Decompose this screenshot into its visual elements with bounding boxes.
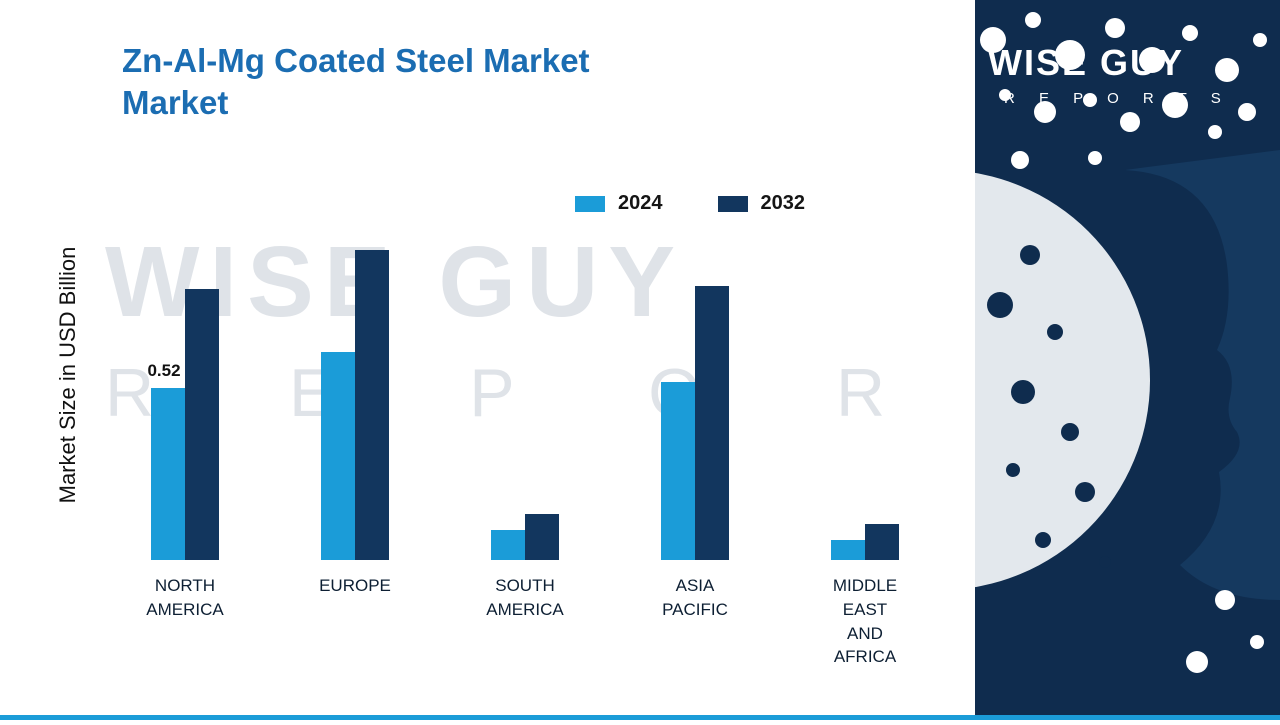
legend-item-2032: 2032 — [717, 192, 806, 215]
bottom-strip — [0, 715, 1280, 720]
bar-2024 — [491, 530, 525, 560]
logo-subtitle: R E P O R T S — [1004, 90, 1231, 107]
bar-group: ASIA PACIFIC — [620, 220, 770, 669]
bar-2032 — [695, 286, 729, 560]
legend-swatch-2032 — [717, 195, 748, 212]
category-label: MIDDLE EAST AND AFRICA — [832, 576, 898, 667]
bar-group: SOUTH AMERICA — [450, 220, 600, 669]
bar-chart: 0.52 NORTH AMERICA EUROPE SOUTH AMERICA ASIA… — [110, 220, 940, 669]
page-title-line1: Zn-Al-Mg Coated Steel Market — [122, 42, 590, 79]
y-axis-label: Market Size in USD Billion — [55, 246, 80, 504]
bar-2024 — [831, 540, 865, 560]
watermark-line2: R E P O R T — [105, 355, 960, 431]
bar-2032 — [525, 514, 559, 560]
side-panel-art — [730, 0, 1280, 720]
legend-item-2024: 2024 — [575, 192, 663, 215]
category-label: ASIA PACIFIC — [662, 576, 728, 619]
bars — [661, 220, 729, 560]
bar-group: 0.52 NORTH AMERICA — [110, 220, 260, 669]
bar-2032 — [185, 289, 219, 560]
bar-2032 — [355, 250, 389, 560]
bar-value-label: 0.52 — [147, 361, 181, 380]
legend-swatch-2024 — [575, 195, 605, 212]
bars — [321, 220, 389, 560]
category-label: EUROPE — [319, 576, 391, 595]
legend-label-2024: 2024 — [618, 192, 663, 214]
bar-2024 — [661, 382, 695, 560]
page-title-line2: Market — [122, 84, 229, 122]
bars — [491, 220, 559, 560]
side-panel — [730, 0, 1280, 720]
bar-2024 — [321, 352, 355, 560]
bars — [831, 220, 899, 560]
page-title: Zn-Al-Mg Coated Steel Market Market — [122, 40, 802, 124]
legend-label-2032: 2032 — [760, 192, 806, 214]
chart-legend: 2024 2032 — [480, 192, 900, 215]
bar-group: MIDDLE EAST AND AFRICA — [790, 220, 940, 669]
logo-title: WISE GUY — [988, 42, 1185, 83]
category-label: NORTH AMERICA — [146, 576, 224, 619]
logo: WISE GUY R E P O R T S — [988, 42, 1231, 107]
bar-2032 — [865, 524, 899, 560]
category-label: SOUTH AMERICA — [486, 576, 564, 619]
bars: 0.52 — [147, 220, 219, 560]
bar-2024: 0.52 — [147, 361, 185, 560]
bar-group: EUROPE — [280, 220, 430, 669]
